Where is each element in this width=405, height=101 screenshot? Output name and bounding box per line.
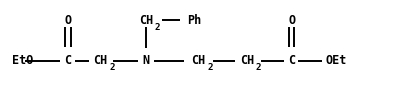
Text: C: C <box>64 54 72 67</box>
Text: O: O <box>288 14 295 27</box>
Text: C: C <box>288 54 295 67</box>
Text: O: O <box>64 14 72 27</box>
Text: 2: 2 <box>109 63 115 72</box>
Text: CH: CH <box>93 54 108 67</box>
Text: EtO: EtO <box>12 54 34 67</box>
Text: CH: CH <box>240 54 254 67</box>
Text: CH: CH <box>139 14 153 27</box>
Text: CH: CH <box>191 54 206 67</box>
Text: 2: 2 <box>256 63 262 72</box>
Text: Ph: Ph <box>187 14 202 27</box>
Text: N: N <box>142 54 149 67</box>
Text: OEt: OEt <box>326 54 347 67</box>
Text: 2: 2 <box>155 23 160 32</box>
Text: 2: 2 <box>207 63 213 72</box>
